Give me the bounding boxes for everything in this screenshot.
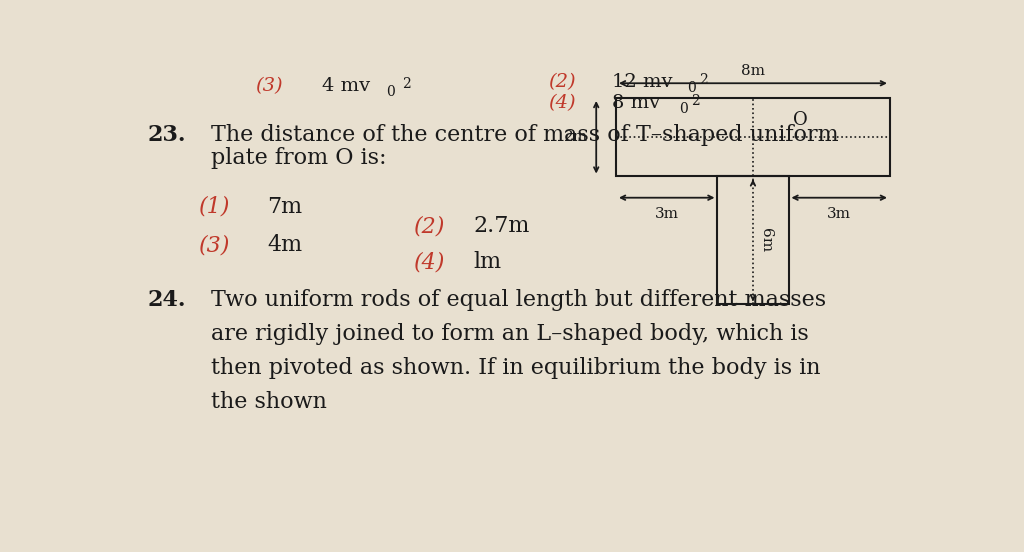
Text: 0: 0 <box>680 102 688 116</box>
Text: 8 mv: 8 mv <box>612 94 660 112</box>
Text: 0: 0 <box>687 81 696 95</box>
Text: the shown: the shown <box>211 391 328 413</box>
Text: (3): (3) <box>200 234 230 256</box>
Text: 6m: 6m <box>760 229 773 252</box>
Text: O: O <box>793 111 807 129</box>
Text: 2: 2 <box>691 94 700 108</box>
Text: 12 mv: 12 mv <box>612 73 673 91</box>
Text: (1): (1) <box>200 196 230 218</box>
Text: plate from O is:: plate from O is: <box>211 147 387 169</box>
Text: 7m: 7m <box>267 196 302 218</box>
Text: 2: 2 <box>401 77 411 91</box>
Text: 2m: 2m <box>564 130 588 144</box>
Text: 4m: 4m <box>267 234 302 256</box>
Text: 2: 2 <box>699 73 709 87</box>
Bar <box>616 98 890 177</box>
Text: (2): (2) <box>414 215 445 237</box>
Text: (2): (2) <box>549 73 577 91</box>
Text: 0: 0 <box>386 86 394 99</box>
Text: Two uniform rods of equal length but different masses: Two uniform rods of equal length but dif… <box>211 289 826 311</box>
Text: 8m: 8m <box>741 64 765 78</box>
Text: 2.7m: 2.7m <box>473 215 529 237</box>
Text: 4 mv: 4 mv <box>323 77 371 95</box>
Text: then pivoted as shown. If in equilibrium the body is in: then pivoted as shown. If in equilibrium… <box>211 357 821 379</box>
Text: 3m: 3m <box>827 207 851 221</box>
Text: 3m: 3m <box>654 207 679 221</box>
Text: 23.: 23. <box>147 124 186 146</box>
Bar <box>718 177 788 304</box>
Text: (3): (3) <box>255 77 283 95</box>
Text: (4): (4) <box>549 94 577 112</box>
Text: The distance of the centre of mass of T–shaped uniform: The distance of the centre of mass of T–… <box>211 124 839 146</box>
Text: are rigidly joined to form an L–shaped body, which is: are rigidly joined to form an L–shaped b… <box>211 323 809 346</box>
Text: (4): (4) <box>414 251 445 273</box>
Text: lm: lm <box>473 251 502 273</box>
Text: 24.: 24. <box>147 289 186 311</box>
